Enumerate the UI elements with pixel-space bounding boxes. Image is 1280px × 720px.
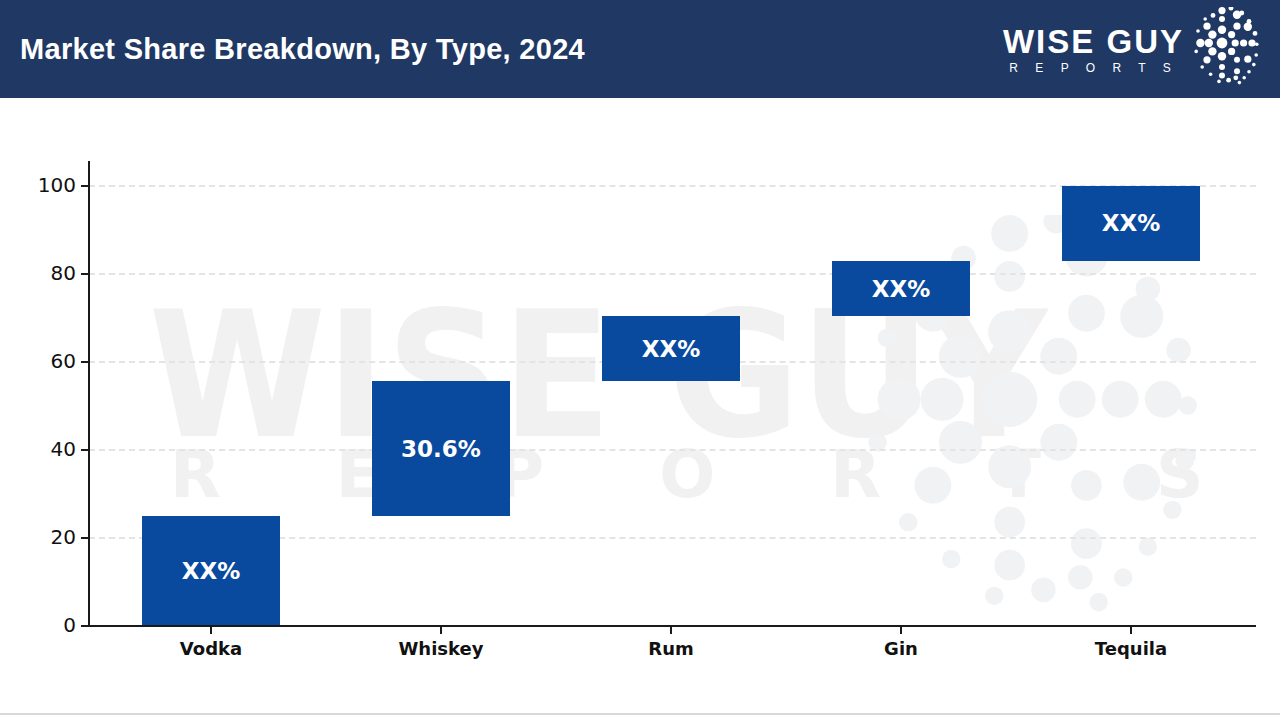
- brand-logo: WISE GUY R E P O R T S: [1003, 7, 1262, 91]
- header-bar: Market Share Breakdown, By Type, 2024 WI…: [0, 0, 1280, 98]
- waterfall-chart: 0 20 40 60 80 100 XX% Vodka 30.6% Whiskey XX% Rum XX…: [0, 0, 1280, 720]
- brand-wordmark: WISE GUY R E P O R T S: [1003, 25, 1184, 74]
- brand-name: WISE GUY: [1003, 25, 1184, 58]
- x-label: Whiskey: [326, 638, 556, 659]
- bar-label: XX%: [872, 276, 931, 302]
- page-title: Market Share Breakdown, By Type, 2024: [20, 33, 585, 66]
- brand-subtitle: R E P O R T S: [1009, 62, 1177, 74]
- x-tick-mark: [210, 626, 212, 634]
- x-axis-line: [88, 625, 1256, 627]
- y-tick-label: 20: [0, 525, 76, 549]
- bar-label: XX%: [182, 558, 241, 584]
- bar-label: XX%: [1102, 210, 1161, 236]
- bar: XX%: [142, 516, 280, 626]
- x-label: Vodka: [96, 638, 326, 659]
- y-tick-label: 40: [0, 437, 76, 461]
- x-tick-mark: [1130, 626, 1132, 634]
- y-tick-label: 60: [0, 349, 76, 373]
- bar: XX%: [832, 261, 970, 316]
- footer-divider: [0, 713, 1280, 715]
- bar-label: 30.6%: [401, 436, 481, 462]
- bar: 30.6%: [372, 381, 510, 516]
- x-tick-mark: [670, 626, 672, 634]
- x-label: Tequila: [1016, 638, 1246, 659]
- gridline: [89, 449, 1256, 451]
- page: Market Share Breakdown, By Type, 2024 WI…: [0, 0, 1280, 720]
- dotted-head-icon: [1188, 7, 1262, 91]
- y-tick-label: 80: [0, 261, 76, 285]
- x-tick-mark: [440, 626, 442, 634]
- y-tick-label: 0: [0, 613, 76, 637]
- x-label: Rum: [556, 638, 786, 659]
- bar: XX%: [1062, 186, 1200, 261]
- y-axis-line: [88, 161, 90, 627]
- gridline: [89, 273, 1256, 275]
- y-tick-label: 100: [0, 173, 76, 197]
- bar-label: XX%: [642, 336, 701, 362]
- x-tick-mark: [900, 626, 902, 634]
- bar: XX%: [602, 316, 740, 381]
- x-label: Gin: [786, 638, 1016, 659]
